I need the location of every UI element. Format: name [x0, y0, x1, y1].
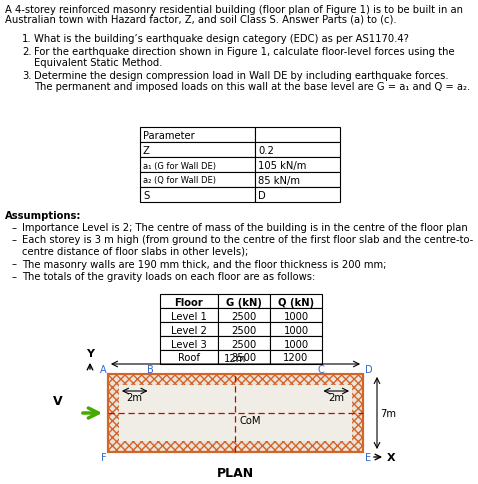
- Text: S: S: [143, 191, 149, 200]
- Text: centre distance of floor slabs in other levels);: centre distance of floor slabs in other …: [22, 246, 248, 257]
- Text: a₁ (G for Wall DE): a₁ (G for Wall DE): [143, 161, 216, 170]
- Text: 2500: 2500: [231, 325, 257, 335]
- Text: 2500: 2500: [231, 311, 257, 321]
- Text: Parameter: Parameter: [143, 131, 195, 141]
- Text: What is the building’s earthquake design category (EDC) as per AS1170.4?: What is the building’s earthquake design…: [34, 34, 409, 44]
- Bar: [270, 294, 322, 308]
- Text: 3.: 3.: [22, 71, 32, 81]
- Text: Level 1: Level 1: [171, 311, 207, 321]
- Text: –: –: [12, 235, 17, 245]
- Text: Q (kN): Q (kN): [278, 297, 314, 307]
- Text: Z: Z: [143, 146, 150, 156]
- Bar: [255, 143, 340, 158]
- Text: For the earthquake direction shown in Figure 1, calculate floor-level forces usi: For the earthquake direction shown in Fi…: [34, 47, 455, 57]
- Text: 1000: 1000: [283, 325, 309, 335]
- Bar: [255, 158, 340, 173]
- Text: Floor: Floor: [174, 297, 203, 307]
- Bar: [218, 322, 270, 336]
- Text: C: C: [317, 364, 324, 374]
- Text: 105 kN/m: 105 kN/m: [258, 161, 306, 171]
- Text: Y: Y: [86, 348, 94, 358]
- Text: The totals of the gravity loads on each floor are as follows:: The totals of the gravity loads on each …: [22, 272, 315, 281]
- Text: Importance Level is 2; The centre of mass of the building is in the centre of th: Importance Level is 2; The centre of mas…: [22, 223, 468, 232]
- Text: B: B: [147, 364, 154, 374]
- Bar: [270, 336, 322, 350]
- Text: G (kN): G (kN): [226, 297, 262, 307]
- Text: 3500: 3500: [231, 353, 257, 363]
- Text: 1000: 1000: [283, 339, 309, 349]
- Bar: [160, 336, 218, 350]
- Bar: [218, 336, 270, 350]
- Text: PLAN: PLAN: [217, 466, 254, 479]
- Text: A 4-storey reinforced masonry residential building (floor plan of Figure 1) is t: A 4-storey reinforced masonry residentia…: [5, 5, 463, 15]
- Text: a₂ (Q for Wall DE): a₂ (Q for Wall DE): [143, 176, 216, 185]
- Text: Australian town with Hazard factor, Z, and soil Class S. Answer Parts (a) to (c): Australian town with Hazard factor, Z, a…: [5, 15, 397, 25]
- Text: D: D: [258, 191, 266, 200]
- Text: 1000: 1000: [283, 311, 309, 321]
- Bar: [119, 385, 352, 441]
- Text: V: V: [53, 394, 63, 407]
- Bar: [140, 158, 255, 173]
- Text: 2m: 2m: [328, 392, 344, 402]
- Text: The permanent and imposed loads on this wall at the base level are G = a₁ and Q : The permanent and imposed loads on this …: [34, 82, 470, 92]
- Bar: [255, 188, 340, 203]
- Text: The masonry walls are 190 mm thick, and the floor thickness is 200 mm;: The masonry walls are 190 mm thick, and …: [22, 259, 386, 269]
- Text: X: X: [387, 452, 396, 462]
- Bar: [255, 128, 340, 143]
- Bar: [160, 350, 218, 364]
- Bar: [270, 308, 322, 322]
- Bar: [140, 143, 255, 158]
- Text: 85 kN/m: 85 kN/m: [258, 176, 300, 186]
- Bar: [270, 350, 322, 364]
- Bar: [140, 128, 255, 143]
- Text: Each storey is 3 m high (from ground to the centre of the first floor slab and t: Each storey is 3 m high (from ground to …: [22, 235, 473, 245]
- Bar: [140, 173, 255, 188]
- Text: Level 3: Level 3: [171, 339, 207, 349]
- Bar: [160, 322, 218, 336]
- Bar: [270, 322, 322, 336]
- Text: 1.: 1.: [22, 34, 32, 44]
- Bar: [160, 308, 218, 322]
- Bar: [140, 188, 255, 203]
- Text: Assumptions:: Assumptions:: [5, 211, 82, 221]
- Text: 2m: 2m: [127, 392, 143, 402]
- Text: Roof: Roof: [178, 353, 200, 363]
- Text: CoM: CoM: [239, 415, 261, 425]
- Text: 2500: 2500: [231, 339, 257, 349]
- Bar: [218, 350, 270, 364]
- Text: Determine the design compression load in Wall DE by including earthquake forces.: Determine the design compression load in…: [34, 71, 449, 81]
- Text: –: –: [12, 272, 17, 281]
- Text: E: E: [365, 452, 371, 462]
- Text: 7m: 7m: [380, 408, 396, 418]
- Bar: [160, 294, 218, 308]
- Bar: [218, 294, 270, 308]
- Text: –: –: [12, 259, 17, 269]
- Text: F: F: [101, 452, 107, 462]
- Text: A: A: [100, 364, 107, 374]
- Text: Level 2: Level 2: [171, 325, 207, 335]
- Bar: [218, 308, 270, 322]
- Bar: [108, 374, 363, 452]
- Text: Equivalent Static Method.: Equivalent Static Method.: [34, 58, 163, 68]
- Bar: [255, 173, 340, 188]
- Text: 1200: 1200: [283, 353, 309, 363]
- Bar: [108, 374, 363, 452]
- Text: 12m: 12m: [224, 353, 247, 363]
- Text: 0.2: 0.2: [258, 146, 274, 156]
- Text: D: D: [365, 364, 373, 374]
- Text: –: –: [12, 223, 17, 232]
- Text: 2.: 2.: [22, 47, 32, 57]
